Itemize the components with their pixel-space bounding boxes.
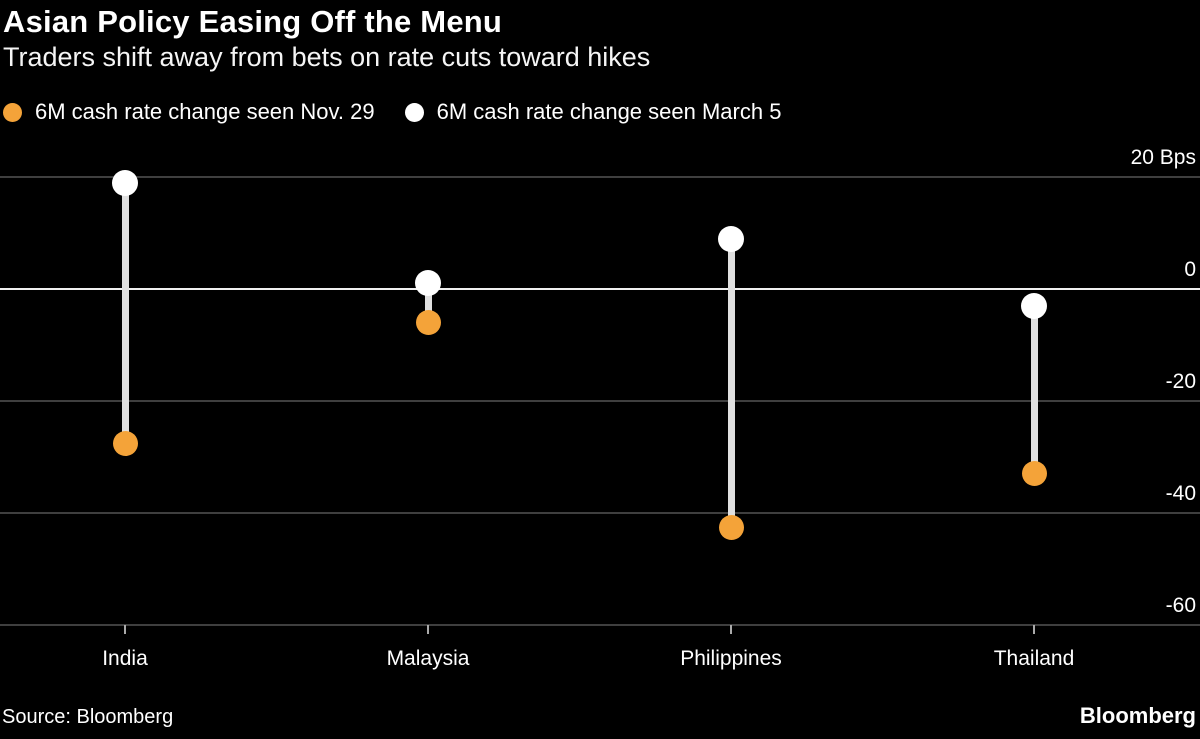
bloomberg-logo: Bloomberg [1079,703,1196,728]
nov29-dot [718,514,744,540]
dumbbell-stem [121,182,129,443]
march5-dot [1021,292,1047,319]
nov29-dot [112,430,138,456]
legend-label-nov29: 6M cash rate change seen Nov. 29 [35,99,375,124]
x-axis-category-label: Malaysia [386,647,470,670]
x-axis-category-label: India [102,647,148,670]
zero-gridline [0,288,1200,290]
dumbbell-stem [727,238,735,527]
legend-dot-march5-icon [404,102,424,122]
x-axis-tick [427,625,429,634]
legend-label-march5: 6M cash rate change seen March 5 [436,99,782,124]
nov29-dot [415,310,441,336]
gridline [0,512,1200,514]
chart-subtitle: Traders shift away from bets on rate cut… [3,42,651,72]
march5-dot [415,270,441,297]
x-axis-category-label: Thailand [993,647,1075,670]
y-axis-tick-label: -20 [1165,370,1196,393]
dumbbell-stem [424,283,432,323]
gridline [0,176,1200,178]
y-axis-tick-label: -60 [1165,594,1196,617]
y-axis-tick-label: -40 [1165,482,1196,505]
nov29-dot [1021,461,1047,487]
march5-dot [112,169,138,196]
legend-dot-nov29-icon [3,102,22,122]
chart-title: Asian Policy Easing Off the Menu [3,4,503,39]
legend-item-march5: 6M cash rate change seen March 5 [404,99,782,125]
legend-item-nov29: 6M cash rate change seen Nov. 29 [3,99,375,125]
gridline [0,400,1200,402]
y-axis-tick-label: 20 Bps [1130,146,1196,169]
legend: 6M cash rate change seen Nov. 29 6M cash… [3,99,781,125]
gridline [0,624,1200,626]
x-axis-tick [124,625,126,634]
march5-dot [718,225,744,252]
y-axis-tick-label: 0 [1184,258,1196,281]
x-axis-tick [1033,625,1035,634]
source-credit: Source: Bloomberg [2,706,174,728]
dumbbell-stem [1030,305,1038,474]
x-axis-category-label: Philippines [680,647,782,670]
x-axis-tick [730,625,732,634]
